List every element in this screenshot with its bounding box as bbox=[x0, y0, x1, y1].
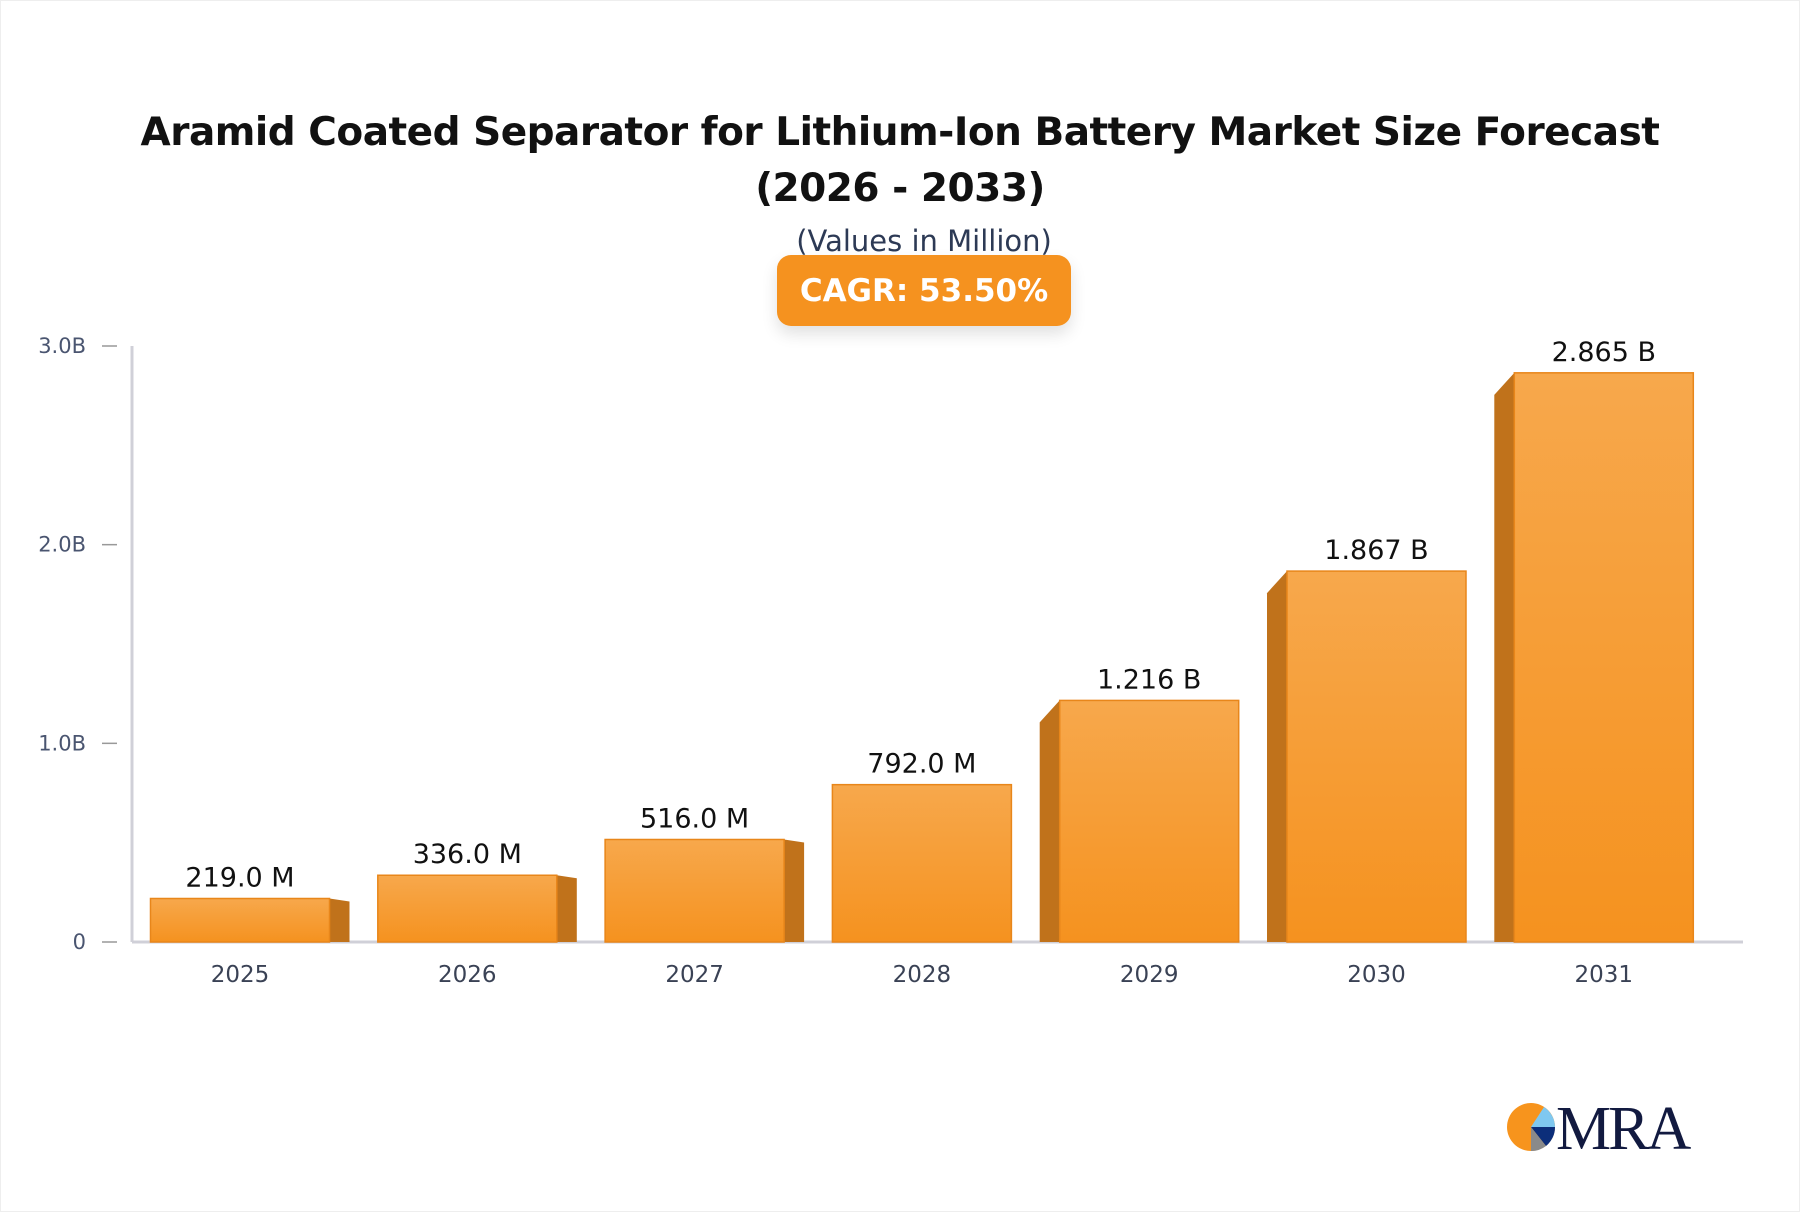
bar bbox=[831, 783, 1013, 943]
x-tick-label: 2026 bbox=[438, 962, 497, 988]
data-label: 2.865 B bbox=[1552, 337, 1656, 368]
data-label: 219.0 M bbox=[185, 862, 294, 893]
bar bbox=[604, 838, 785, 943]
x-tick-label: 2025 bbox=[211, 962, 270, 988]
data-label: 1.216 B bbox=[1097, 664, 1201, 695]
logo-pie-icon bbox=[1507, 1103, 1556, 1152]
x-tick-label: 2030 bbox=[1347, 962, 1406, 988]
bar-side bbox=[329, 898, 350, 942]
x-tick-label: 2028 bbox=[893, 962, 952, 988]
cagr-badge: CAGR: 53.50% bbox=[777, 255, 1071, 326]
x-tick-label: 2027 bbox=[665, 962, 724, 988]
bar-side bbox=[784, 839, 805, 942]
chart-title: Aramid Coated Separator for Lithium-Ion … bbox=[140, 110, 1660, 211]
logo-text: MRA bbox=[1556, 1095, 1691, 1163]
data-label: 792.0 M bbox=[867, 749, 976, 780]
bar bbox=[149, 897, 331, 943]
bar-side bbox=[1494, 372, 1515, 942]
x-tick-label: 2031 bbox=[1575, 962, 1634, 988]
bar bbox=[1286, 570, 1467, 943]
data-label: 1.867 B bbox=[1324, 535, 1428, 566]
bar bbox=[1513, 372, 1695, 943]
data-label: 336.0 M bbox=[413, 839, 522, 870]
x-tick-label: 2029 bbox=[1120, 962, 1179, 988]
chart-subtitle: (Values in Million) bbox=[796, 224, 1052, 258]
y-tick-label: 0 bbox=[73, 930, 86, 954]
y-tick-label: 1.0B bbox=[38, 731, 86, 755]
bar bbox=[1058, 699, 1240, 943]
bar-side bbox=[1039, 700, 1060, 942]
data-label: 516.0 M bbox=[640, 803, 749, 834]
y-tick-label: 3.0B bbox=[38, 334, 86, 358]
bar-side bbox=[1267, 571, 1287, 942]
bar-side bbox=[556, 875, 577, 942]
bar bbox=[377, 874, 558, 943]
y-tick-label: 2.0B bbox=[38, 533, 86, 557]
mra-logo: MRA bbox=[1506, 1095, 1696, 1163]
